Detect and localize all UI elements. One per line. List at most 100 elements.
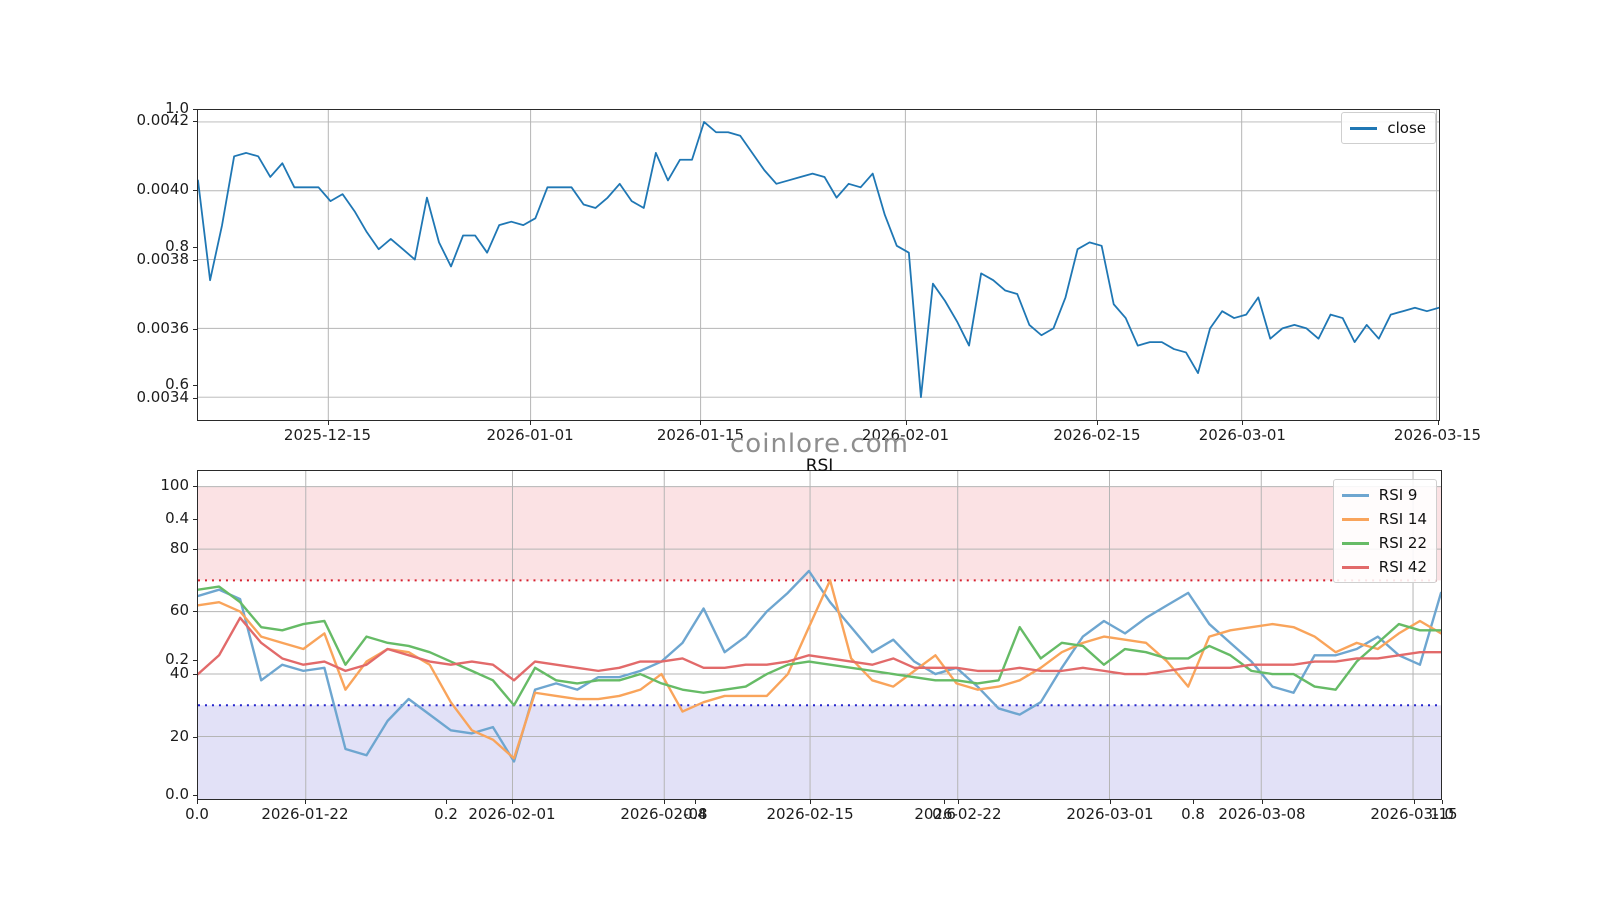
rsi-x-tick-label: 2026-02-15 [766, 805, 854, 823]
rsi-x-tick-label: 2026-03-15 [1370, 805, 1458, 823]
rsi-y2-tick-mark [193, 660, 197, 662]
rsi-x2-tick-mark [1442, 800, 1443, 804]
rsi-chart-plot: RSI 9 RSI 14 RSI 22 RSI 42 [197, 470, 1442, 800]
rsi-x2-tick-label: 0.6 [932, 805, 956, 823]
price-x-tick-mark [1096, 421, 1098, 425]
rsi-chart-canvas [198, 471, 1441, 799]
legend-label-close: close [1387, 119, 1426, 137]
price-y-tick-label: 0.0038 [136, 249, 190, 268]
price-x-tick-label: 2026-03-01 [1198, 426, 1286, 444]
rsi-y-tick-label: 20 [169, 727, 189, 746]
legend-row-rsi-42: RSI 42 [1341, 555, 1427, 579]
rsi-9-line-swatch-icon [1341, 493, 1369, 497]
close-price-line [198, 121, 1439, 399]
legend-row-rsi-14: RSI 14 [1341, 507, 1427, 531]
rsi-x-tick-mark [1413, 800, 1415, 804]
price-x-tick-mark [1242, 421, 1244, 425]
price-legend: close [1341, 112, 1436, 144]
price-y-tick-mark [193, 121, 197, 123]
rsi-y-tick-label: 60 [169, 601, 189, 620]
price-y2-tick-label: 1.0 [165, 99, 189, 117]
rsi-22-line-swatch-icon [1341, 541, 1369, 545]
rsi-x2-tick-label: 1.0 [1430, 805, 1454, 823]
rsi-y2-tick-label: 0.0 [165, 785, 189, 804]
price-y-tick-mark [193, 259, 197, 261]
rsi-line-rsi-42 [198, 616, 1441, 682]
rsi-14-line-swatch-icon [1341, 517, 1369, 521]
legend-label-rsi-9: RSI 9 [1378, 486, 1418, 504]
rsi-y-tick-mark [193, 674, 197, 676]
price-y-tick-label: 0.0036 [136, 318, 190, 337]
price-x-tick-label: 2026-03-15 [1393, 426, 1482, 444]
rsi-42-line-swatch-icon [1341, 565, 1369, 569]
legend-label-rsi-42: RSI 42 [1378, 558, 1427, 576]
rsi-y2-tick-label: 0.4 [165, 508, 189, 527]
rsi-x-tick-label: 2026-03-01 [1066, 805, 1154, 823]
price-y2-tick-label: 0.8 [165, 236, 189, 255]
close-line-swatch-icon [1350, 126, 1378, 130]
rsi-line-rsi-14 [198, 579, 1441, 760]
rsi-y2-tick-mark [193, 518, 197, 520]
rsi-y2-tick-label: 0.2 [165, 650, 189, 669]
rsi-x-tick-mark [810, 800, 812, 804]
rsi-x2-tick-mark [197, 800, 198, 804]
rsi-y-tick-label: 100 [160, 475, 189, 494]
rsi-x2-tick-label: 0.8 [1181, 805, 1205, 823]
price-x-tick-label: 2026-01-01 [486, 426, 574, 444]
rsi-x-tick-label: 2026-03-08 [1218, 805, 1306, 823]
price-x-tick-mark [327, 421, 329, 425]
legend-row-close: close [1350, 116, 1426, 140]
rsi-x-tick-mark [1109, 800, 1111, 804]
price-y-tick-label: 0.0034 [136, 388, 190, 407]
rsi-x-tick-label: 2026-02-08 [620, 805, 708, 823]
price-x-tick-label: 2026-02-15 [1053, 426, 1141, 444]
rsi-y-tick-mark [193, 611, 197, 613]
price-y2-tick-label: 0.6 [165, 375, 189, 394]
rsi-y-tick-label: 80 [169, 538, 189, 557]
price-x-tick-mark [1437, 421, 1439, 425]
legend-label-rsi-22: RSI 22 [1378, 534, 1427, 552]
oversold-band [198, 705, 1441, 799]
price-chart-canvas [198, 110, 1439, 420]
price-y-tick-mark [193, 328, 197, 330]
legend-row-rsi-22: RSI 22 [1341, 531, 1427, 555]
legend-row-rsi-9: RSI 9 [1341, 483, 1427, 507]
rsi-x-tick-label: 2026-01-22 [261, 805, 349, 823]
rsi-y-tick-mark [193, 485, 197, 487]
price-x-tick-mark [530, 421, 532, 425]
overbought-band [198, 486, 1441, 581]
price-y2-tick-mark [193, 385, 197, 387]
rsi-x2-tick-mark [695, 800, 696, 804]
rsi-line-rsi-22 [198, 585, 1441, 707]
price-x-tick-mark [905, 421, 907, 425]
price-y-tick-label: 0.0042 [136, 111, 190, 130]
price-x-tick-label: 2025-12-15 [283, 426, 372, 444]
rsi-x2-tick-mark [1193, 800, 1194, 804]
rsi-x2-tick-label: 0.4 [683, 805, 707, 823]
price-chart-plot: close [197, 109, 1440, 421]
price-x-tick-mark [700, 421, 702, 425]
rsi-x-tick-mark [1261, 800, 1263, 804]
rsi-x2-tick-mark [446, 800, 447, 804]
rsi-x-tick-mark [511, 800, 513, 804]
rsi-y-tick-mark [193, 737, 197, 739]
price-y-tick-mark [193, 190, 197, 192]
rsi-x2-tick-mark [944, 800, 945, 804]
legend-label-rsi-14: RSI 14 [1378, 510, 1427, 528]
rsi-y2-tick-mark [193, 795, 197, 797]
rsi-legend: RSI 9 RSI 14 RSI 22 RSI 42 [1332, 479, 1437, 583]
price-x-tick-label: 2026-01-15 [656, 426, 744, 444]
rsi-x2-tick-label: 0.2 [434, 805, 458, 823]
rsi-y-tick-label: 40 [169, 664, 189, 683]
rsi-x-tick-label: 2026-02-22 [914, 805, 1002, 823]
rsi-y-tick-mark [193, 548, 197, 550]
rsi-x-tick-mark [957, 800, 959, 804]
watermark: coinlore.com [730, 429, 909, 459]
rsi-line-rsi-9 [198, 569, 1441, 763]
rsi-x-tick-mark [304, 800, 306, 804]
rsi-chart-title: RSI [805, 456, 834, 476]
price-y2-tick-mark [193, 109, 197, 110]
rsi-x-tick-mark [663, 800, 665, 804]
price-x-tick-label: 2026-02-01 [861, 426, 950, 444]
